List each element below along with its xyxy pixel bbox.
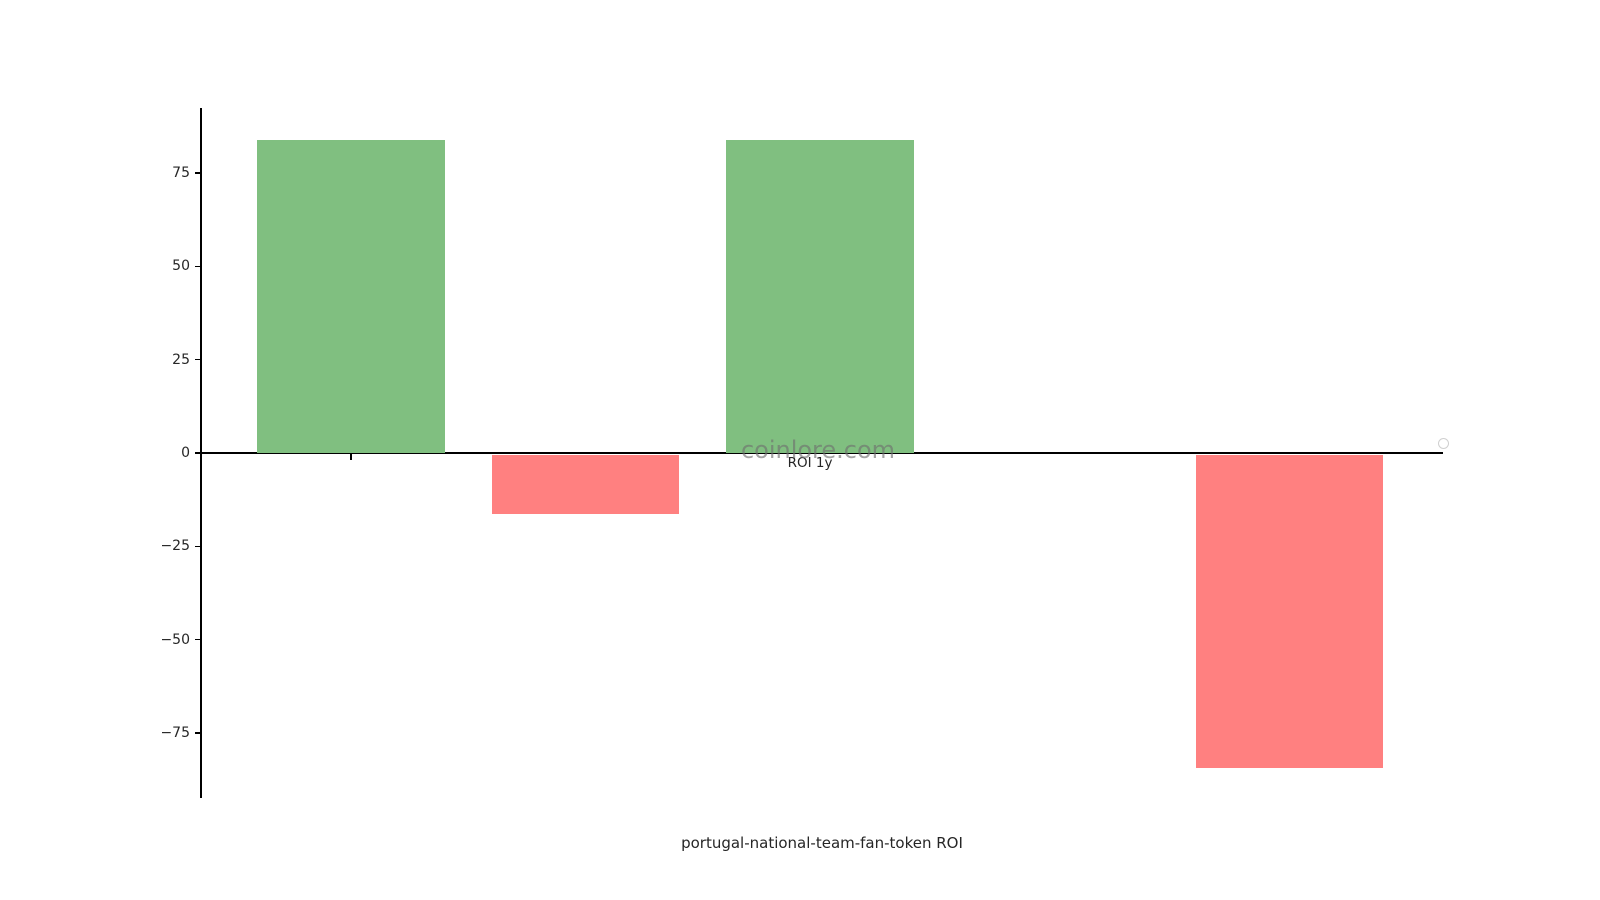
y-tick-mark bbox=[195, 638, 201, 641]
y-tick-mark bbox=[195, 265, 201, 268]
x-tick-label-roi-1y: ROI 1y bbox=[787, 455, 833, 471]
y-tick-mark bbox=[195, 732, 201, 734]
y-tick-mark bbox=[195, 358, 201, 361]
y-tick-label: −25 bbox=[160, 538, 190, 555]
y-tick-label: 0 bbox=[181, 445, 190, 461]
watermark-text: coinlore.com bbox=[740, 436, 896, 464]
y-tick-label: 25 bbox=[172, 351, 190, 368]
bar-slot-0 bbox=[257, 139, 445, 453]
bar-slot-2 bbox=[726, 139, 914, 453]
y-tick-label: 75 bbox=[172, 165, 190, 182]
y-tick-label: −75 bbox=[160, 724, 190, 741]
bar-slot-1 bbox=[491, 454, 680, 515]
chart-title: portugal-national-team-fan-token ROI bbox=[681, 834, 963, 852]
y-tick-mark bbox=[195, 452, 201, 454]
y-tick-mark bbox=[195, 172, 201, 174]
bar-slot-4 bbox=[1195, 454, 1384, 768]
y-tick-label: 50 bbox=[172, 258, 190, 275]
y-tick-label: −50 bbox=[160, 631, 190, 648]
y-tick-mark bbox=[195, 545, 201, 548]
axis-end-artifact bbox=[1438, 438, 1449, 449]
x-tick-mark bbox=[350, 454, 352, 460]
